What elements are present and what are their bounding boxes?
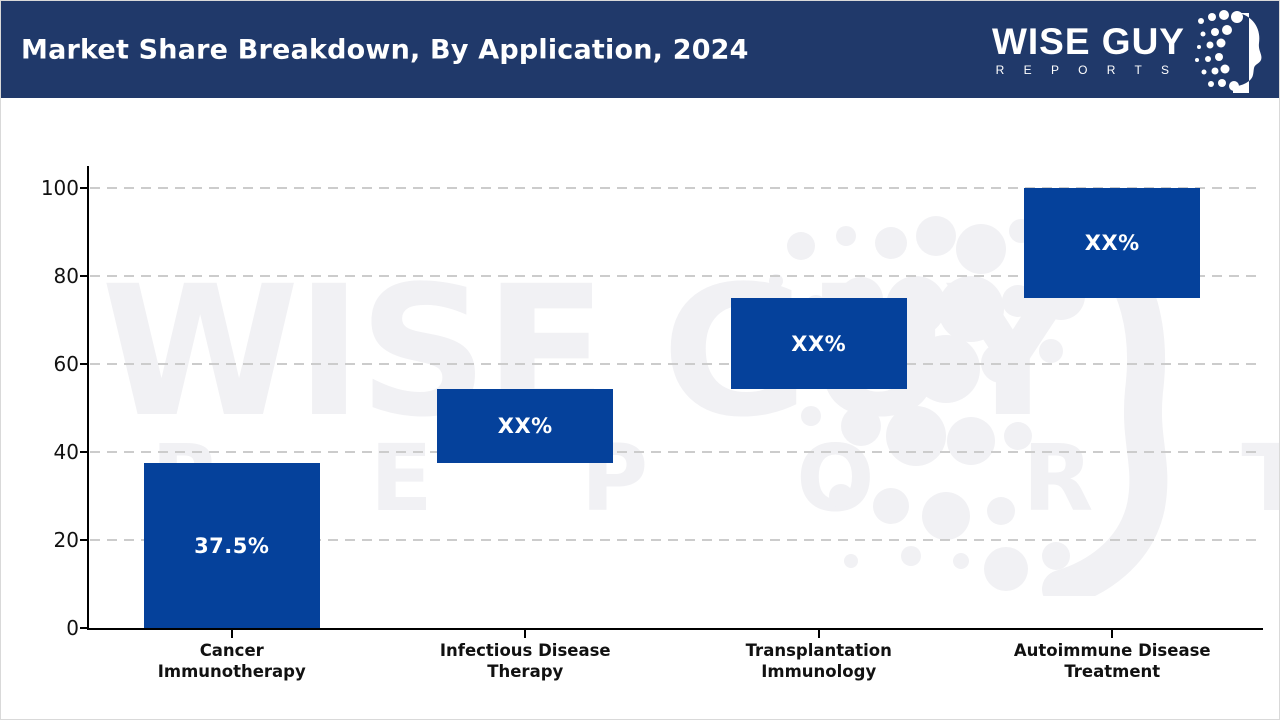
- gridline-20: [90, 539, 1263, 541]
- gridline-80: [90, 275, 1263, 277]
- bar-segment: XX%: [1024, 188, 1201, 298]
- x-category-label: Transplantation Immunology: [745, 641, 892, 681]
- bar-value-label: XX%: [1084, 231, 1140, 255]
- y-tick-mark-60: [80, 363, 89, 365]
- y-tick-label-60: 60: [53, 352, 79, 376]
- gridline-100: [90, 187, 1263, 189]
- bar-value-label: XX%: [497, 414, 553, 439]
- watermark-text-line2: R E P O R T S: [151, 425, 1279, 532]
- gridline-40: [90, 451, 1263, 453]
- y-tick-mark-40: [80, 451, 89, 453]
- y-tick-label-80: 80: [53, 264, 79, 288]
- logo-wordmark: WISE GUY: [991, 21, 1185, 62]
- gridline-60: [90, 363, 1263, 365]
- bar-value-label: 37.5%: [194, 533, 270, 558]
- page-title: Market Share Breakdown, By Application, …: [21, 34, 749, 65]
- y-tick-mark-80: [80, 275, 89, 277]
- x-category-label: Cancer Immunotherapy: [157, 641, 306, 681]
- bar-segment: XX%: [437, 389, 614, 463]
- x-tick-mark: [817, 630, 820, 638]
- bar-segment: 37.5%: [143, 463, 320, 628]
- y-axis-line: [87, 166, 89, 630]
- y-tick-label-20: 20: [53, 528, 79, 552]
- logo-face-icon: [1195, 10, 1262, 93]
- x-category-label: Infectious Disease Therapy: [439, 641, 611, 681]
- x-tick-mark: [1111, 630, 1114, 638]
- y-tick-mark-100: [80, 187, 89, 189]
- x-tick-mark: [524, 630, 527, 638]
- y-tick-mark-0: [80, 627, 89, 629]
- bar-value-label: XX%: [791, 331, 847, 356]
- bar-segment: XX%: [730, 298, 907, 390]
- y-tick-label-100: 100: [40, 176, 79, 200]
- logo-subtext: R E P O R T S: [995, 63, 1177, 77]
- brand-logo: WISE GUY R E P O R T S: [992, 1, 1273, 98]
- y-tick-label-0: 0: [66, 616, 79, 640]
- x-tick-mark: [230, 630, 233, 638]
- x-axis-line: [87, 628, 1263, 630]
- y-tick-mark-20: [80, 539, 89, 541]
- y-tick-label-40: 40: [53, 440, 79, 464]
- x-category-label: Autoimmune Disease Treatment: [1013, 641, 1211, 681]
- watermark-face-profile: [1042, 217, 1168, 596]
- logo-face-silhouette: [1233, 13, 1262, 93]
- header-bar: Market Share Breakdown, By Application, …: [1, 1, 1279, 98]
